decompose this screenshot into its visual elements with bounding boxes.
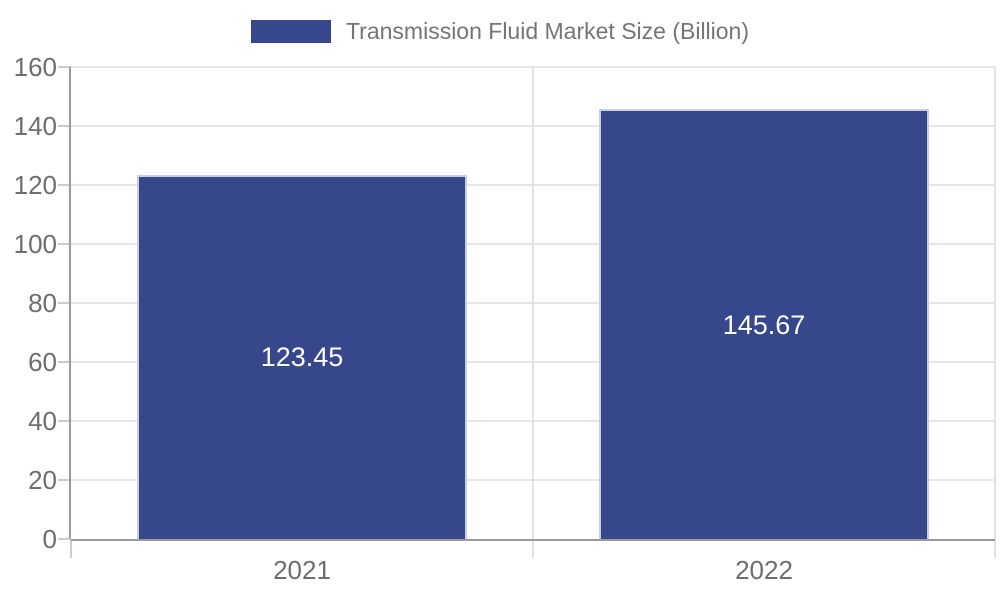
- y-axis-tick-label: 40: [28, 406, 57, 436]
- y-tick-mark: [58, 361, 71, 363]
- y-axis-tick-label: 100: [13, 229, 57, 259]
- legend-swatch: [250, 19, 331, 43]
- x-boundary-gridline: [994, 67, 996, 558]
- bar-2022[interactable]: 145.67: [599, 109, 929, 539]
- x-axis-label-2021: 2021: [273, 555, 331, 585]
- y-tick-mark: [58, 479, 71, 481]
- y-tick-mark: [58, 302, 71, 304]
- x-boundary-gridline: [532, 67, 534, 558]
- bar-2021[interactable]: 123.45: [137, 174, 467, 539]
- bar-value-label: 123.45: [260, 342, 344, 373]
- x-tick-mark: [70, 539, 72, 558]
- legend-label: Transmission Fluid Market Size (Billion): [345, 17, 750, 44]
- y-axis-tick-label: 140: [13, 111, 57, 141]
- y-axis-tick-label: 120: [13, 170, 57, 200]
- y-tick-mark: [58, 125, 71, 127]
- y-axis-tick-label: 60: [28, 347, 57, 377]
- y-tick-mark: [58, 420, 71, 422]
- y-tick-mark: [58, 184, 71, 186]
- y-axis-line: [69, 67, 71, 539]
- bar-value-label: 145.67: [722, 309, 806, 340]
- legend[interactable]: Transmission Fluid Market Size (Billion): [0, 17, 1000, 45]
- y-tick-mark: [58, 66, 71, 68]
- y-axis-tick-label: 160: [13, 52, 57, 82]
- x-axis-line: [71, 539, 995, 541]
- y-tick-mark: [58, 243, 71, 245]
- y-tick-mark: [58, 538, 71, 540]
- y-axis-tick-label: 20: [28, 465, 57, 495]
- x-axis-label-2022: 2022: [735, 555, 793, 585]
- y-axis-tick-label: 80: [28, 288, 57, 318]
- y-axis-tick-label: 0: [42, 524, 57, 554]
